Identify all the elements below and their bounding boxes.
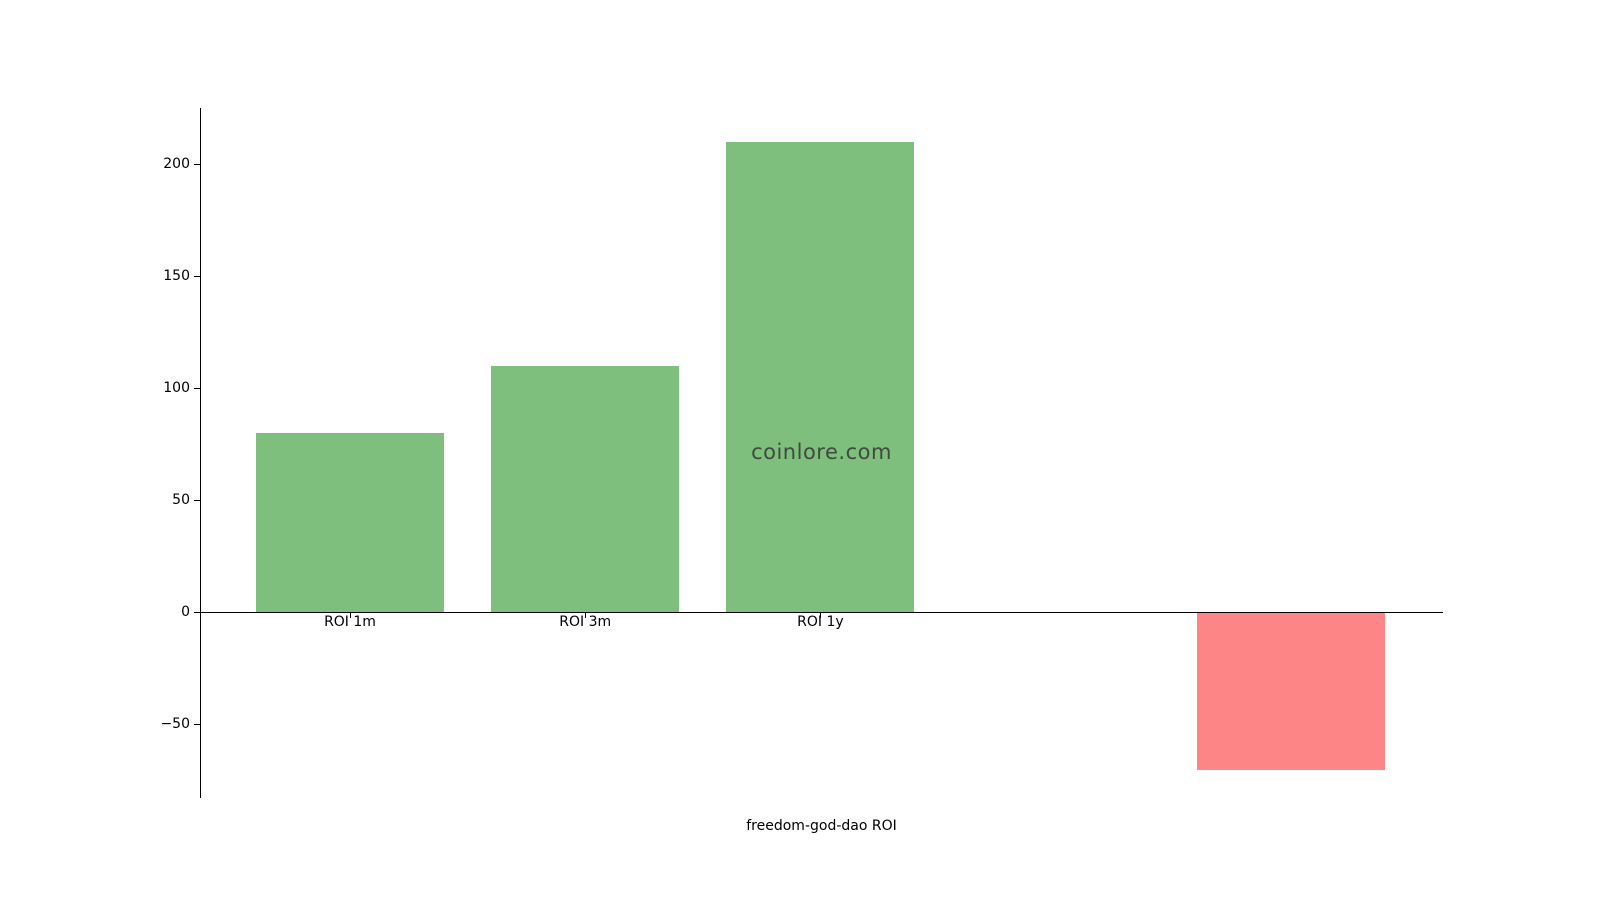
x-tick-label: ROI 1y bbox=[797, 614, 844, 630]
bar-roi-1m bbox=[256, 432, 444, 612]
chart-title: freedom-god-dao ROI bbox=[746, 818, 897, 834]
x-tick-label: ROI 1m bbox=[324, 614, 376, 630]
y-tick-label: −50 bbox=[160, 716, 190, 732]
y-tick-mark bbox=[194, 500, 200, 501]
x-tick-mark bbox=[350, 613, 351, 618]
y-tick-label: 50 bbox=[172, 492, 190, 508]
bar-unlabeled-4 bbox=[1196, 613, 1385, 770]
watermark-text: coinlore.com bbox=[751, 440, 892, 464]
x-tick-label: ROI 3m bbox=[559, 614, 612, 630]
y-tick-label: 150 bbox=[163, 268, 190, 284]
y-tick-label: 100 bbox=[163, 380, 190, 396]
y-tick-mark bbox=[194, 612, 200, 613]
y-tick-label: 200 bbox=[163, 156, 190, 172]
y-tick-mark bbox=[194, 388, 200, 389]
y-axis-spine bbox=[200, 108, 201, 798]
bar-roi-3m bbox=[491, 365, 680, 612]
x-axis-zero-line bbox=[200, 612, 1443, 613]
x-tick-mark bbox=[585, 613, 587, 618]
y-tick-mark bbox=[194, 164, 200, 165]
y-tick-label: 0 bbox=[181, 604, 190, 620]
bar-roi-1y bbox=[726, 141, 915, 612]
y-tick-mark bbox=[194, 276, 200, 277]
x-tick-mark bbox=[820, 613, 822, 618]
y-tick-mark bbox=[194, 724, 200, 725]
